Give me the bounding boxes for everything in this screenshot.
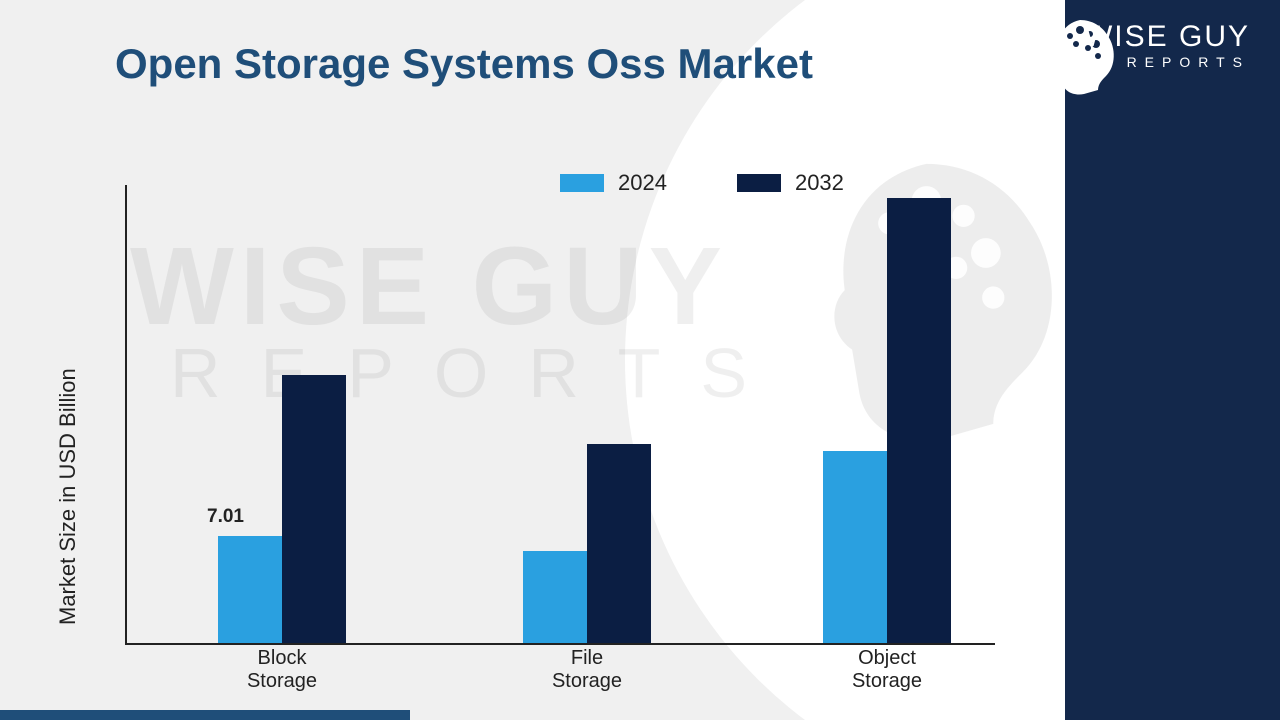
- side-panel: [1065, 0, 1280, 720]
- chart-title: Open Storage Systems Oss Market: [115, 40, 813, 88]
- bar-2032: [282, 375, 346, 643]
- brand-logo: WISE GUY REPORTS: [1084, 20, 1250, 70]
- logo-line2: REPORTS: [1084, 54, 1250, 70]
- bar-2032: [587, 444, 651, 643]
- logo-line1: WISE GUY: [1084, 20, 1250, 54]
- category-label: ObjectStorage: [787, 643, 987, 693]
- bar-group: ObjectStorage: [807, 198, 967, 643]
- category-label: FileStorage: [487, 643, 687, 693]
- category-label: BlockStorage: [182, 643, 382, 693]
- bar-2024: [218, 536, 282, 643]
- bar-2024: [823, 451, 887, 643]
- plot-area: BlockStorageFileStorageObjectStorage7.01: [125, 185, 995, 645]
- value-label: 7.01: [207, 506, 244, 528]
- y-axis-label: Market Size in USD Billion: [55, 368, 81, 625]
- chart-canvas: WISE GUY REPORTS WISE GUY REPORTS Open S…: [0, 0, 1280, 720]
- bar-2024: [523, 551, 587, 643]
- bar-group: FileStorage: [507, 444, 667, 643]
- bar-2032: [887, 198, 951, 643]
- bottom-accent-bar: [0, 710, 410, 720]
